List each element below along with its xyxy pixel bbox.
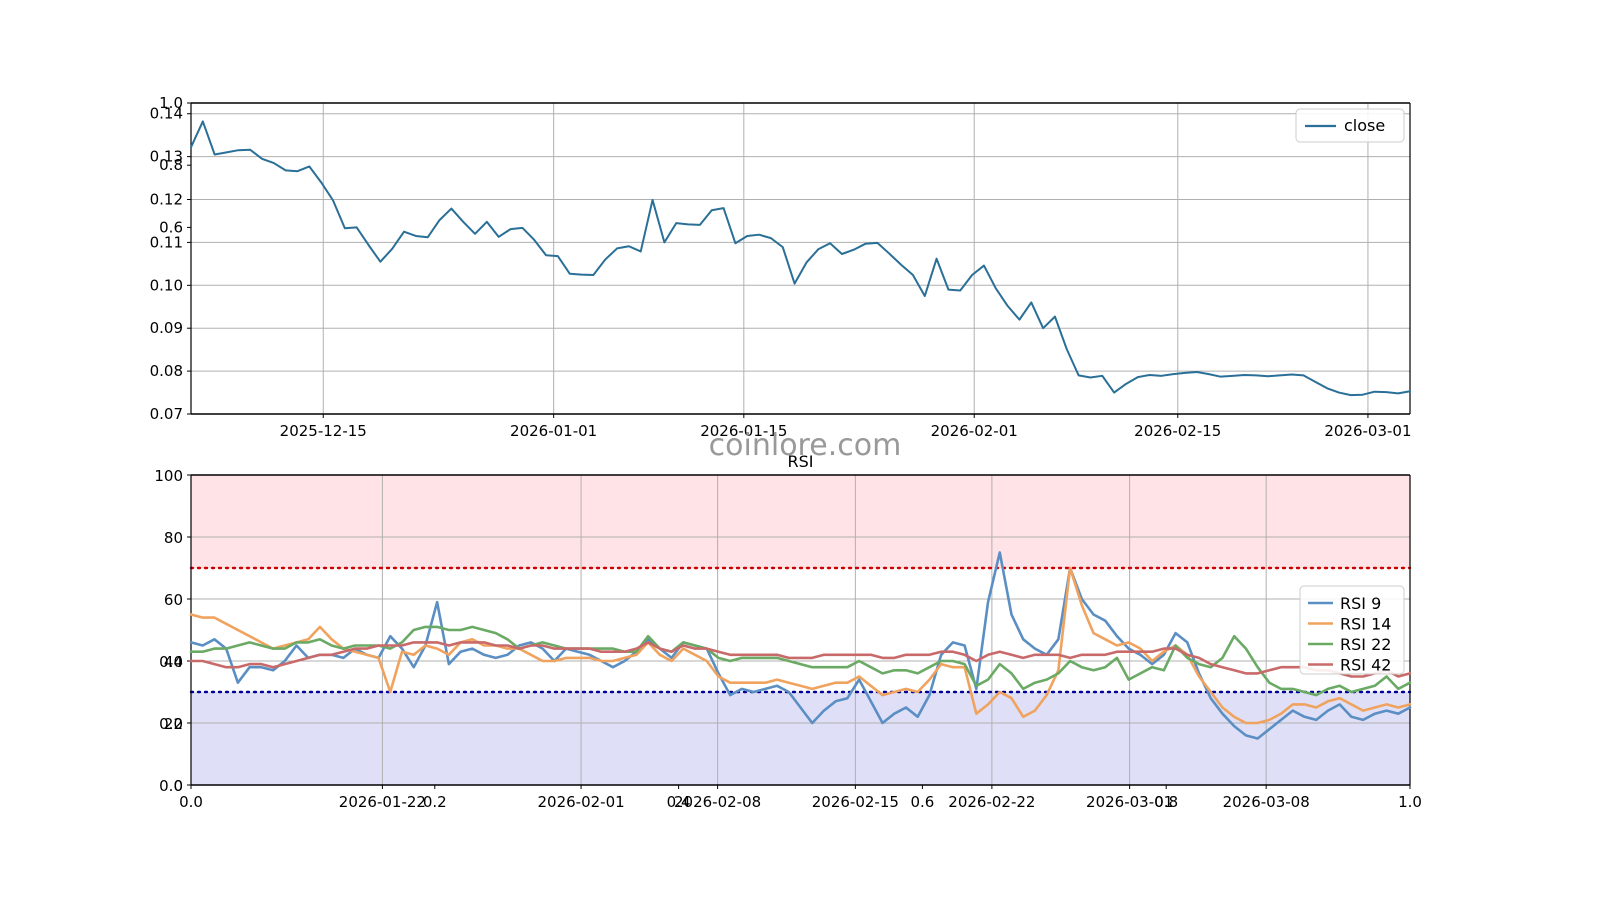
- price-ytick-label: 0.11: [150, 233, 183, 251]
- rsi-overlay-xtick-label: 0.0: [179, 793, 203, 811]
- price-legend: close: [1295, 108, 1405, 143]
- price-overlay-ytick-label: 0.8: [159, 156, 183, 174]
- rsi-ytick-label: 20: [164, 715, 183, 733]
- rsi-legend-label-rsi-9: RSI 9: [1340, 594, 1381, 613]
- rsi-chart: 0 20 40 60 80 100 0.0 0.2 0.4 2026-01-22 2026-02-0…: [154, 467, 1422, 811]
- rsi-ytick-label: 60: [164, 591, 183, 609]
- rsi-series-rsi-14: [189, 566, 1412, 725]
- rsi-xtick-label: 2026-02-01: [537, 793, 624, 811]
- watermark-label: coinlore.com: [709, 428, 902, 463]
- rsi-xtick-label: 2026-02-15: [812, 793, 899, 811]
- rsi-legend-label-rsi-14: RSI 14: [1340, 615, 1391, 634]
- rsi-ytick-label: 80: [164, 529, 183, 547]
- rsi-overlay-xtick-label: 0.4: [667, 793, 691, 811]
- price-legend-box: [1295, 108, 1405, 143]
- rsi-overlay-xtick-label: 0.6: [910, 793, 934, 811]
- rsi-overlay-xtick-label: 1.0: [1398, 793, 1422, 811]
- rsi-xtick-label: 2026-02-08: [674, 793, 761, 811]
- rsi-legend-label-rsi-42: RSI 42: [1340, 656, 1391, 675]
- rsi-overlay-ytick-label: 0.0: [159, 777, 183, 795]
- rsi-overlay-ytick-label: 0.2: [159, 715, 183, 733]
- rsi-overbought-band: [191, 475, 1410, 568]
- price-ytick-label: 0.09: [150, 319, 183, 337]
- price-ytick-label: 0.12: [150, 191, 183, 209]
- price-ytick-label: 0.07: [150, 405, 183, 423]
- price-chart: 0.07 0.08 0.09 0.10 0.11 0.12 0.13 0.14 0.6 0.8 1.…: [150, 94, 1412, 440]
- price-xtick-label: 2026-03-01: [1324, 422, 1411, 440]
- rsi-xtick-label: 2026-02-22: [948, 793, 1035, 811]
- price-xtick-label: 2026-02-15: [1134, 422, 1221, 440]
- price-xtick-label: 2026-01-15: [700, 422, 787, 440]
- rsi-title: RSI: [788, 452, 814, 471]
- rsi-legend-label-rsi-22: RSI 22: [1340, 635, 1391, 654]
- price-ytick-label: 0.10: [150, 276, 183, 294]
- price-ytick-label: 0.13: [150, 148, 183, 166]
- price-plot-background: [191, 103, 1410, 414]
- price-ytick-label: 0.08: [150, 362, 183, 380]
- rsi-xtick-label: 2026-03-01: [1086, 793, 1173, 811]
- rsi-overlay-xtick-label: 0.2: [423, 793, 447, 811]
- rsi-legend-box: [1299, 585, 1405, 675]
- price-overlay-ytick-label: 1.0: [159, 94, 183, 112]
- price-ytick-label: 0.14: [150, 105, 183, 123]
- price-series-close: [190, 120, 1411, 397]
- price-overlay-ytick-label: 0.6: [159, 218, 183, 236]
- rsi-xtick-label: 2026-03-08: [1223, 793, 1310, 811]
- rsi-xtick-label: 2026-01-22: [339, 793, 426, 811]
- price-xtick-label: 2026-01-01: [510, 422, 597, 440]
- rsi-ytick-label: 0: [173, 777, 183, 795]
- rsi-series-rsi-42: [189, 641, 1412, 678]
- price-xtick-label: 2026-02-01: [931, 422, 1018, 440]
- price-xtick-label: 2025-12-15: [280, 422, 367, 440]
- rsi-overlay-xtick-label: 0.8: [1154, 793, 1178, 811]
- rsi-ytick-label: 100: [154, 467, 183, 485]
- rsi-overlay-ytick-label: 0.4: [159, 653, 183, 671]
- rsi-ytick-label: 40: [164, 653, 183, 671]
- rsi-series-rsi-9: [189, 551, 1412, 740]
- price-legend-label-close: close: [1344, 116, 1385, 135]
